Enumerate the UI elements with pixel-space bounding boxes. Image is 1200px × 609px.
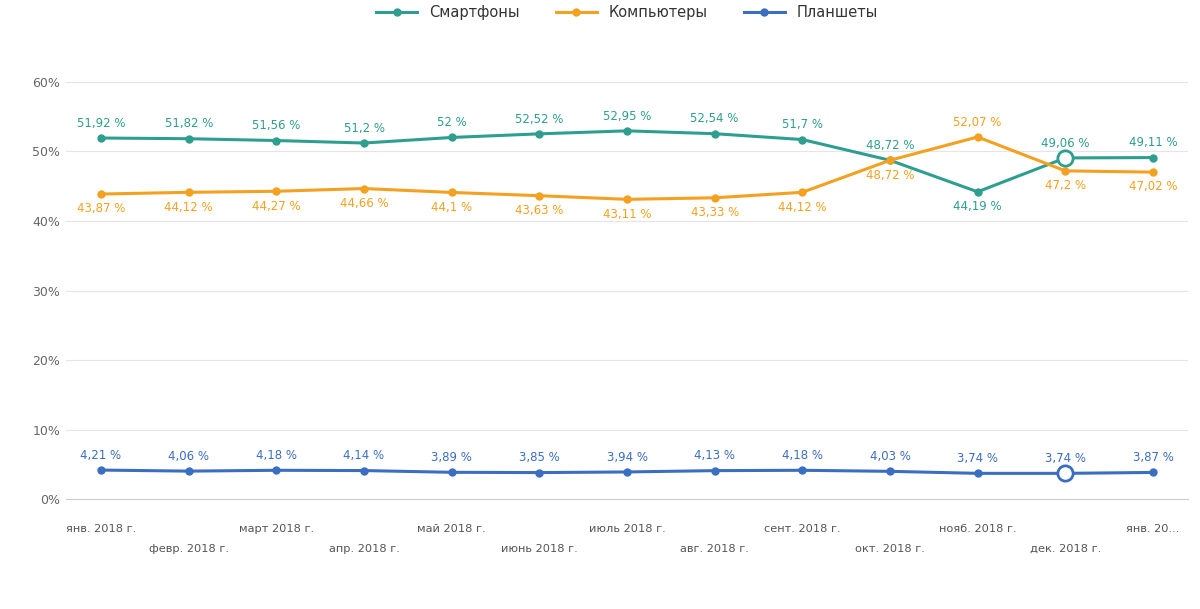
Text: 43,33 %: 43,33 % [690,206,739,219]
Планшеты [1058,470,1073,477]
Text: 4,18 %: 4,18 % [256,449,296,462]
Text: 51,7 %: 51,7 % [782,118,823,131]
Text: авг. 2018 г.: авг. 2018 г. [680,544,749,554]
Планшеты [883,468,898,475]
Text: 43,87 %: 43,87 % [77,202,125,216]
Text: 44,27 %: 44,27 % [252,200,301,213]
Планшеты [620,468,635,476]
Text: 44,1 %: 44,1 % [431,201,473,214]
Планшеты [444,469,458,476]
Legend: Смартфоны, Компьютеры, Планшеты: Смартфоны, Компьютеры, Планшеты [371,0,883,26]
Компьютеры [796,189,810,196]
Смартфоны [356,139,371,147]
Планшеты [181,468,196,475]
Смартфоны [269,137,283,144]
Планшеты [796,466,810,474]
Text: янв. 20...: янв. 20... [1127,524,1180,534]
Text: дек. 2018 г.: дек. 2018 г. [1030,544,1100,554]
Text: 4,06 %: 4,06 % [168,450,209,463]
Text: 52,95 %: 52,95 % [602,110,652,122]
Планшеты [94,466,108,474]
Смартфоны [708,130,722,138]
Планшеты [1146,469,1160,476]
Text: 51,56 %: 51,56 % [252,119,300,132]
Смартфоны [796,136,810,143]
Text: 3,85 %: 3,85 % [518,451,559,464]
Text: 51,92 %: 51,92 % [77,117,125,130]
Смартфоны [181,135,196,143]
Смартфоны [1146,154,1160,161]
Text: нояб. 2018 г.: нояб. 2018 г. [938,524,1016,534]
Text: 3,74 %: 3,74 % [958,452,998,465]
Text: 47,2 %: 47,2 % [1045,179,1086,192]
Компьютеры [1058,167,1073,175]
Text: 4,18 %: 4,18 % [782,449,823,462]
Text: 3,87 %: 3,87 % [1133,451,1174,464]
Text: 3,89 %: 3,89 % [431,451,472,464]
Text: июнь 2018 г.: июнь 2018 г. [500,544,577,554]
Text: 52 %: 52 % [437,116,467,129]
Line: Планшеты: Планшеты [97,466,1157,477]
Text: янв. 2018 г.: янв. 2018 г. [66,524,136,534]
Планшеты [356,467,371,474]
Text: 43,63 %: 43,63 % [515,204,564,217]
Text: 47,02 %: 47,02 % [1129,180,1177,194]
Text: май 2018 г.: май 2018 г. [418,524,486,534]
Смартфоны [532,130,546,138]
Смартфоны [971,188,985,195]
Line: Компьютеры: Компьютеры [97,133,1157,203]
Компьютеры [532,192,546,199]
Планшеты [971,470,985,477]
Компьютеры [1146,169,1160,176]
Text: окт. 2018 г.: окт. 2018 г. [856,544,925,554]
Text: 3,74 %: 3,74 % [1045,452,1086,465]
Компьютеры [94,191,108,198]
Планшеты [532,469,546,476]
Text: 48,72 %: 48,72 % [865,169,914,181]
Text: сент. 2018 г.: сент. 2018 г. [764,524,841,534]
Text: 3,94 %: 3,94 % [606,451,648,463]
Компьютеры [181,189,196,196]
Text: 44,66 %: 44,66 % [340,197,389,210]
Text: 51,82 %: 51,82 % [164,118,212,130]
Text: 44,12 %: 44,12 % [164,200,214,214]
Смартфоны [883,157,898,164]
Text: 4,21 %: 4,21 % [80,449,121,462]
Text: 43,11 %: 43,11 % [602,208,652,220]
Text: 49,11 %: 49,11 % [1129,136,1177,149]
Text: март 2018 г.: март 2018 г. [239,524,314,534]
Смартфоны [1058,154,1073,161]
Планшеты [708,467,722,474]
Компьютеры [883,157,898,164]
Text: 44,19 %: 44,19 % [953,200,1002,213]
Text: 48,72 %: 48,72 % [865,139,914,152]
Text: апр. 2018 г.: апр. 2018 г. [329,544,400,554]
Смартфоны [444,134,458,141]
Text: 4,14 %: 4,14 % [343,449,384,462]
Text: 51,2 %: 51,2 % [343,122,384,135]
Text: июль 2018 г.: июль 2018 г. [589,524,665,534]
Планшеты [269,466,283,474]
Text: февр. 2018 г.: февр. 2018 г. [149,544,229,554]
Компьютеры [269,188,283,195]
Смартфоны [620,127,635,135]
Text: 4,13 %: 4,13 % [694,449,736,462]
Компьютеры [971,133,985,141]
Text: 4,03 %: 4,03 % [870,450,911,463]
Компьютеры [620,195,635,203]
Компьютеры [356,185,371,192]
Text: 44,12 %: 44,12 % [778,200,827,214]
Text: 52,07 %: 52,07 % [954,116,1002,128]
Компьютеры [444,189,458,196]
Смартфоны [94,135,108,142]
Text: 52,54 %: 52,54 % [690,113,739,125]
Line: Смартфоны: Смартфоны [97,127,1157,195]
Компьютеры [708,194,722,202]
Text: 52,52 %: 52,52 % [515,113,564,125]
Text: 49,06 %: 49,06 % [1042,136,1090,150]
